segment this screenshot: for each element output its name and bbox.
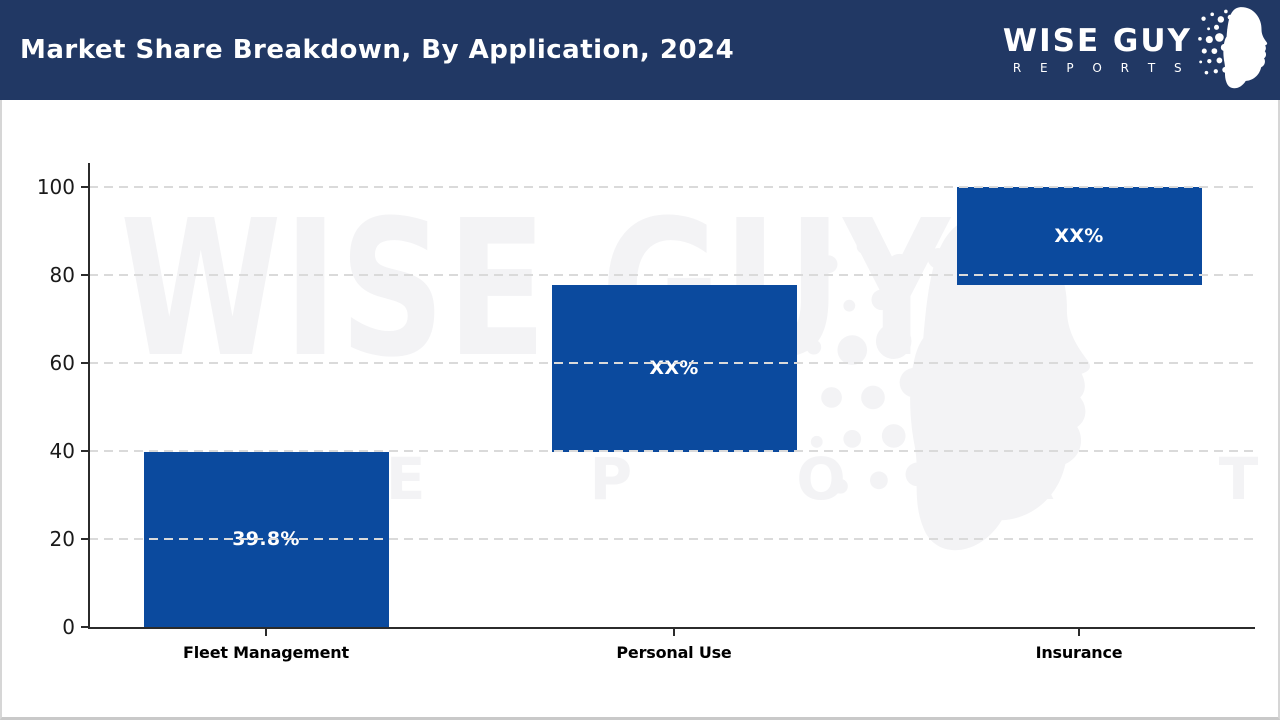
y-tick <box>81 362 88 364</box>
y-axis-tick-label-0: 0 <box>62 615 75 639</box>
gridline-20 <box>89 538 1255 540</box>
x-axis-label-1: Fleet Management <box>183 643 349 662</box>
gridline-40 <box>89 450 1255 452</box>
dotted-head-icon <box>1194 5 1270 95</box>
logo-subtitle: R E P O R T S <box>1012 61 1190 75</box>
header: Market Share Breakdown, By Application, … <box>0 0 1280 100</box>
y-tick <box>81 186 88 188</box>
page-title: Market Share Breakdown, By Application, … <box>20 35 735 65</box>
x-tick <box>673 629 675 636</box>
x-axis-line <box>88 627 1255 629</box>
y-tick <box>81 626 88 628</box>
bar-insurance: XX% <box>956 187 1202 286</box>
x-axis-label-2: Personal Use <box>616 643 732 662</box>
y-tick <box>81 538 88 540</box>
y-axis-tick-label-40: 40 <box>49 439 75 463</box>
y-axis-tick-label-80: 80 <box>49 263 75 287</box>
x-axis-label-3: Insurance <box>1035 643 1123 662</box>
y-tick <box>81 274 88 276</box>
x-tick <box>1078 629 1080 636</box>
watermark-wordmark: WISE GUY <box>120 180 952 399</box>
gridline-100 <box>89 186 1255 188</box>
logo-wordmark: WISE GUY <box>1002 23 1192 59</box>
y-axis-tick-label-100: 100 <box>36 175 75 199</box>
chart-plot-area: WISE GUY R E P O R T S <box>2 100 1280 717</box>
y-axis-tick-label-20: 20 <box>49 527 75 551</box>
bar-personal-use: XX% <box>551 285 797 452</box>
y-axis-line <box>88 163 90 629</box>
y-axis-tick-label-60: 60 <box>49 351 75 375</box>
gridline-60 <box>89 362 1255 364</box>
gridline-80 <box>89 274 1255 276</box>
logo-text: WISE GUY R E P O R T S <box>1002 23 1192 75</box>
x-tick <box>265 629 267 636</box>
bar-value-label: XX% <box>649 357 699 380</box>
y-tick <box>81 450 88 452</box>
wise-guy-reports-logo: WISE GUY R E P O R T S <box>1003 5 1270 95</box>
chart-container: WISE GUY R E P O R T S <box>0 100 1280 720</box>
bar-value-label: XX% <box>1054 225 1104 248</box>
